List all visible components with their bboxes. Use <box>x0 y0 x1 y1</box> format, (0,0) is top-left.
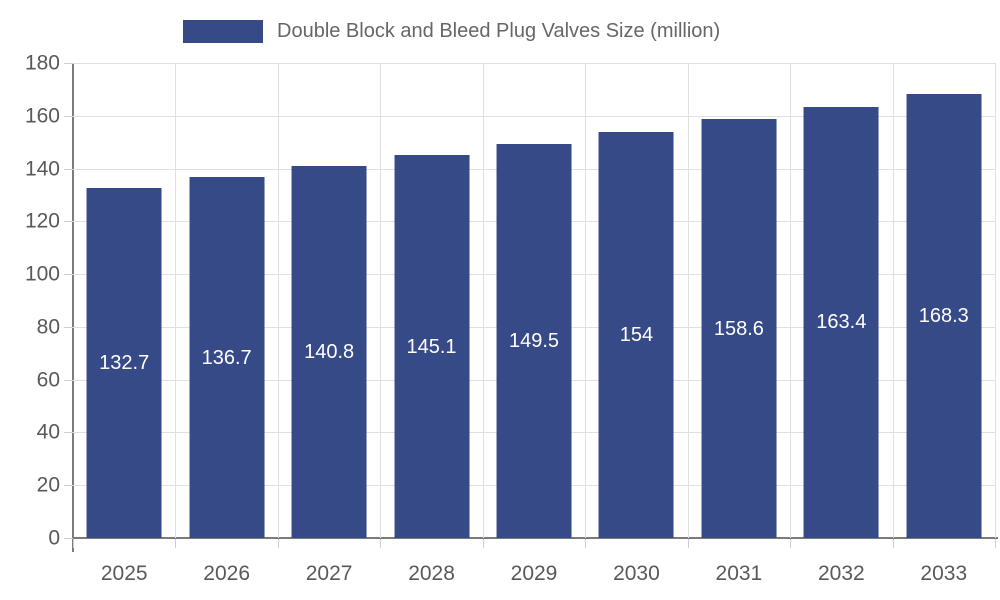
y-axis-tick <box>64 538 73 539</box>
bar-value-label: 158.6 <box>713 317 764 340</box>
y-axis-tick <box>64 326 73 328</box>
x-axis-tick <box>175 539 177 548</box>
y-axis-tick-label: 100 <box>24 262 60 286</box>
y-axis-tick <box>64 63 73 64</box>
y-axis-tick-label: 60 <box>36 368 60 392</box>
bar[interactable]: 140.8 <box>291 166 367 538</box>
vertical-gridline <box>482 63 484 538</box>
y-axis-tick-label: 140 <box>24 157 60 181</box>
x-axis-tick <box>73 539 74 548</box>
bar[interactable]: 168.3 <box>906 93 982 538</box>
y-axis-tick <box>64 115 73 117</box>
y-axis-line <box>72 63 74 552</box>
y-axis-tick-label: 20 <box>36 473 60 497</box>
x-axis-tick-label: 2027 <box>305 562 353 585</box>
legend-swatch-icon <box>183 20 263 43</box>
y-axis-tick <box>64 221 73 223</box>
y-axis-tick-label: 180 <box>24 51 60 75</box>
vertical-gridline <box>585 63 587 538</box>
x-axis-tick <box>585 539 587 548</box>
y-axis-tick <box>64 485 73 487</box>
x-axis-tick-label: 2032 <box>817 562 865 585</box>
y-axis-tick <box>64 379 73 381</box>
legend-item[interactable]: Double Block and Bleed Plug Valves Size … <box>183 20 720 43</box>
bar-value-label: 132.7 <box>99 351 150 374</box>
bar[interactable]: 132.7 <box>86 187 162 538</box>
bar[interactable]: 149.5 <box>496 143 572 538</box>
y-axis-tick <box>64 168 73 170</box>
vertical-gridline <box>277 63 279 538</box>
vertical-gridline <box>380 63 382 538</box>
bar[interactable]: 145.1 <box>394 155 470 538</box>
bar-value-label: 168.3 <box>918 304 969 327</box>
legend-label: Double Block and Bleed Plug Valves Size … <box>277 20 721 42</box>
y-axis-tick <box>64 432 73 434</box>
vertical-gridline <box>790 63 792 538</box>
bar[interactable]: 158.6 <box>701 119 777 538</box>
plot-area: 0 20 40 60 80 100 120 140 160 180 132.7 2025 136.7 20… <box>25 53 998 584</box>
vertical-gridline <box>687 63 689 538</box>
bar[interactable]: 163.4 <box>803 106 879 538</box>
bar-value-label: 149.5 <box>508 329 560 352</box>
vertical-gridline <box>995 63 996 538</box>
bar[interactable]: 136.7 <box>189 177 265 538</box>
y-axis-tick-label: 80 <box>36 315 60 339</box>
y-axis-tick-label: 160 <box>24 104 60 128</box>
bar-value-label: 145.1 <box>406 335 457 358</box>
y-axis-tick-label: 120 <box>24 209 60 233</box>
x-axis-tick <box>687 539 689 548</box>
x-axis-tick-label: 2030 <box>613 562 660 585</box>
x-axis-tick-label: 2026 <box>203 562 251 585</box>
x-axis-tick-label: 2028 <box>408 562 455 585</box>
horizontal-gridline <box>73 63 995 64</box>
x-axis-tick <box>790 539 792 548</box>
x-axis-tick-label: 2031 <box>715 562 763 585</box>
bar-value-label: 154 <box>619 323 654 346</box>
y-axis-tick-label: 40 <box>36 420 60 444</box>
x-axis-tick-label: 2025 <box>100 562 148 585</box>
bar-value-label: 136.7 <box>201 346 252 369</box>
x-axis-tick <box>892 539 894 548</box>
x-axis-tick <box>380 539 382 548</box>
x-axis-tick <box>995 539 996 548</box>
x-axis-tick <box>277 539 279 548</box>
x-axis-tick-label: 2033 <box>920 562 968 585</box>
vertical-gridline <box>175 63 177 538</box>
bar-value-label: 163.4 <box>816 311 867 334</box>
x-axis-tick-label: 2029 <box>510 562 558 585</box>
y-axis-tick <box>64 274 73 276</box>
horizontal-gridline <box>73 115 995 117</box>
vertical-gridline <box>892 63 894 538</box>
bar[interactable]: 154 <box>598 131 674 538</box>
x-axis-tick <box>482 539 484 548</box>
x-axis-line <box>72 537 998 539</box>
y-axis-tick-label: 0 <box>48 526 60 550</box>
bar-value-label: 140.8 <box>304 341 355 364</box>
